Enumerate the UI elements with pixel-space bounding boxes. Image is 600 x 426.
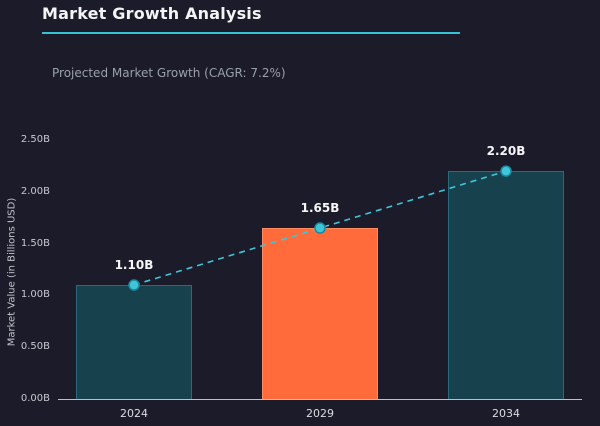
chart-header: Market Growth Analysis — [42, 4, 460, 34]
trend-marker — [314, 222, 326, 234]
bar-2029 — [262, 228, 378, 399]
bar-2034 — [448, 171, 564, 399]
chart-title: Market Growth Analysis — [42, 4, 262, 23]
plot-area: 0.00B 0.50B 1.00B 1.50B 2.00B 2.50B 2024 1.10B 2… — [21, 134, 582, 420]
x-tick-label: 2029 — [306, 407, 334, 420]
trend-marker — [128, 279, 140, 291]
bar-value-label: 1.10B — [114, 258, 154, 273]
y-tick-label: 1.50B — [20, 237, 50, 249]
x-tick-label: 2024 — [119, 407, 148, 420]
y-tick-label: 0.00B — [20, 393, 50, 404]
y-tick-label: 2.00B — [20, 185, 50, 197]
y-tick-label: 0.50B — [20, 341, 50, 353]
y-axis-title: Market Value (in Billions USD) — [6, 197, 18, 347]
bar-value-label: 1.65B — [300, 201, 340, 216]
chart-subtitle: Projected Market Growth (CAGR: 7.2%) — [52, 66, 286, 80]
y-tick-label: 2.50B — [20, 134, 50, 145]
bar-value-label: 2.20B — [486, 144, 526, 159]
bar-2024 — [76, 285, 192, 399]
trend-marker — [500, 165, 512, 177]
y-tick-label: 1.00B — [20, 289, 50, 301]
x-tick-label: 2034 — [492, 407, 521, 420]
trend-line — [128, 165, 512, 291]
